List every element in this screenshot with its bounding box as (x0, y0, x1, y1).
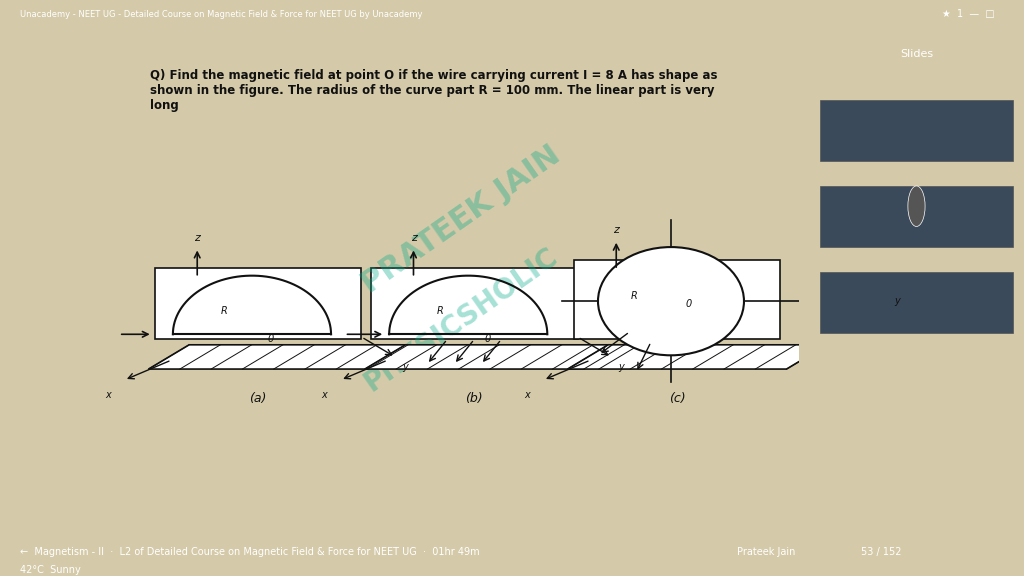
Text: y: y (402, 362, 408, 372)
Text: Slides: Slides (900, 49, 933, 59)
Text: Prateek Jain: Prateek Jain (737, 547, 796, 557)
Text: R: R (631, 291, 638, 301)
Text: 0: 0 (268, 334, 274, 344)
Text: 0: 0 (686, 299, 692, 309)
Polygon shape (365, 345, 625, 369)
Text: z: z (195, 233, 200, 242)
Text: ★  1  —  □: ★ 1 — □ (942, 9, 994, 20)
Text: ←  Magnetism - II  ·  L2 of Detailed Course on Magnetic Field & Force for NEET U: ← Magnetism - II · L2 of Detailed Course… (20, 547, 480, 557)
Text: z: z (613, 225, 620, 235)
Text: (c): (c) (669, 392, 685, 406)
Text: 42°C  Sunny: 42°C Sunny (20, 565, 81, 575)
Bar (155, 268, 361, 339)
Text: x: x (105, 390, 111, 400)
Text: R: R (437, 306, 444, 316)
Text: Q) Find the magnetic field at point O if the wire carrying current I = 8 A has s: Q) Find the magnetic field at point O if… (150, 69, 718, 112)
Bar (819, 186, 1013, 247)
Polygon shape (148, 345, 409, 369)
Text: x: x (322, 390, 327, 400)
Text: 53 / 152: 53 / 152 (860, 547, 901, 557)
Text: (a): (a) (250, 392, 266, 406)
Text: Unacademy - NEET UG - Detailed Course on Magnetic Field & Force for NEET UG by U: Unacademy - NEET UG - Detailed Course on… (20, 10, 423, 19)
Circle shape (908, 186, 925, 226)
Bar (819, 272, 1013, 333)
Text: PRATEEK JAIN: PRATEEK JAIN (356, 140, 565, 298)
Polygon shape (567, 345, 827, 369)
Text: z: z (411, 233, 417, 242)
Bar (819, 100, 1013, 161)
Text: PHYSICSHOLIC: PHYSICSHOLIC (358, 242, 563, 397)
Circle shape (598, 247, 744, 355)
Text: y: y (895, 296, 900, 306)
Text: x: x (524, 390, 529, 400)
Bar (371, 268, 578, 339)
Text: 0: 0 (484, 334, 490, 344)
Bar (573, 260, 780, 339)
Text: y: y (618, 362, 624, 372)
Text: R: R (221, 306, 227, 316)
Text: (b): (b) (466, 392, 483, 406)
